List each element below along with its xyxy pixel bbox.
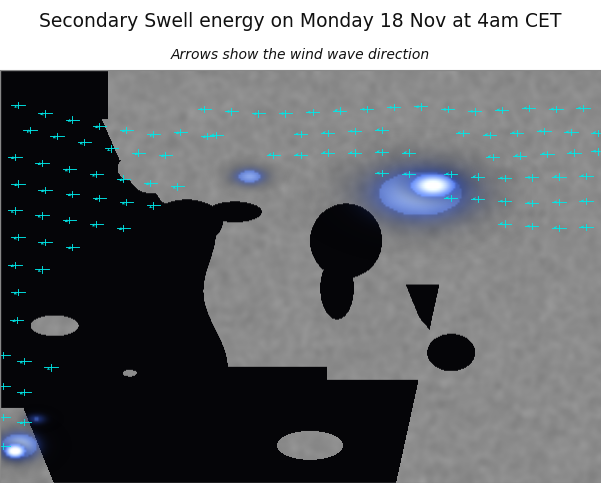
Text: Secondary Swell energy on Monday 18 Nov at 4am CET: Secondary Swell energy on Monday 18 Nov … (39, 12, 562, 30)
Text: Arrows show the wind wave direction: Arrows show the wind wave direction (171, 48, 430, 62)
